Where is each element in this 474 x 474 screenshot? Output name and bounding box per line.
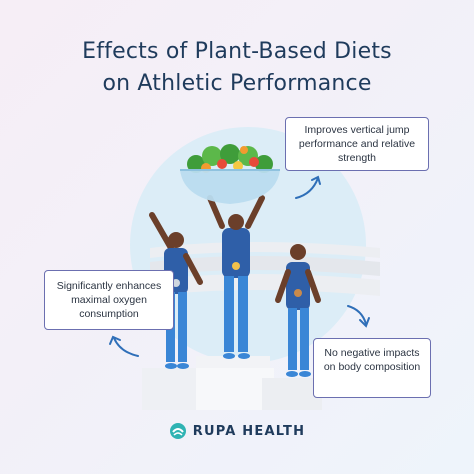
stadium-stripes <box>150 242 380 296</box>
gold-medal-icon <box>232 262 240 270</box>
brand-name: RUPA HEALTH <box>192 423 306 439</box>
callout-oxygen-consumption: Significantly enhances maximal oxygen co… <box>44 270 174 330</box>
curved-arrow-icon <box>109 175 370 357</box>
rupa-logo-icon <box>169 423 186 439</box>
page-title: Effects of Plant-Based Diets on Athletic… <box>0 36 474 100</box>
silver-medal-icon <box>172 279 180 287</box>
title-line-2: on Athletic Performance <box>102 71 372 96</box>
callout-vertical-jump: Improves vertical jump performance and r… <box>285 117 429 171</box>
athlete-center <box>207 195 265 359</box>
podium <box>142 356 322 410</box>
callout-body-composition: No negative impacts on body composition <box>313 338 431 398</box>
salad-bowl-icon <box>180 144 280 204</box>
title-line-1: Effects of Plant-Based Diets <box>82 39 392 64</box>
athlete-right <box>275 244 321 377</box>
bronze-medal-icon <box>294 289 302 297</box>
brand-footer: RUPA HEALTH <box>0 420 474 442</box>
